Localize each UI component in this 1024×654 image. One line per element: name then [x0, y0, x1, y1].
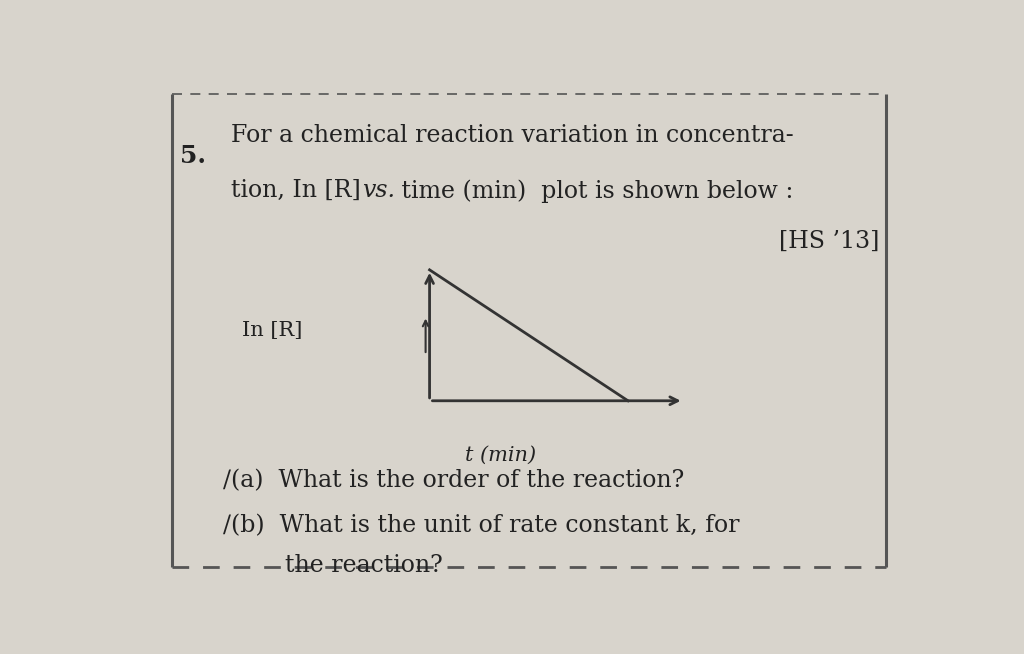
- Text: 5.: 5.: [179, 144, 206, 168]
- Text: time (min)  plot is shown below :: time (min) plot is shown below :: [394, 179, 794, 203]
- Text: the reaction?: the reaction?: [255, 555, 442, 577]
- Text: vs.: vs.: [362, 179, 395, 202]
- Text: For a chemical reaction variation in concentra-: For a chemical reaction variation in con…: [231, 124, 794, 146]
- Text: In [R]: In [R]: [243, 320, 303, 340]
- Text: ∕(a)  What is the order of the reaction?: ∕(a) What is the order of the reaction?: [223, 469, 684, 492]
- Text: tion, In [R]: tion, In [R]: [231, 179, 369, 202]
- Text: ∕(b)  What is the unit of rate constant k, for: ∕(b) What is the unit of rate constant k…: [223, 514, 739, 537]
- Text: [HS ’13]: [HS ’13]: [778, 230, 880, 252]
- Text: t (min): t (min): [466, 446, 537, 465]
